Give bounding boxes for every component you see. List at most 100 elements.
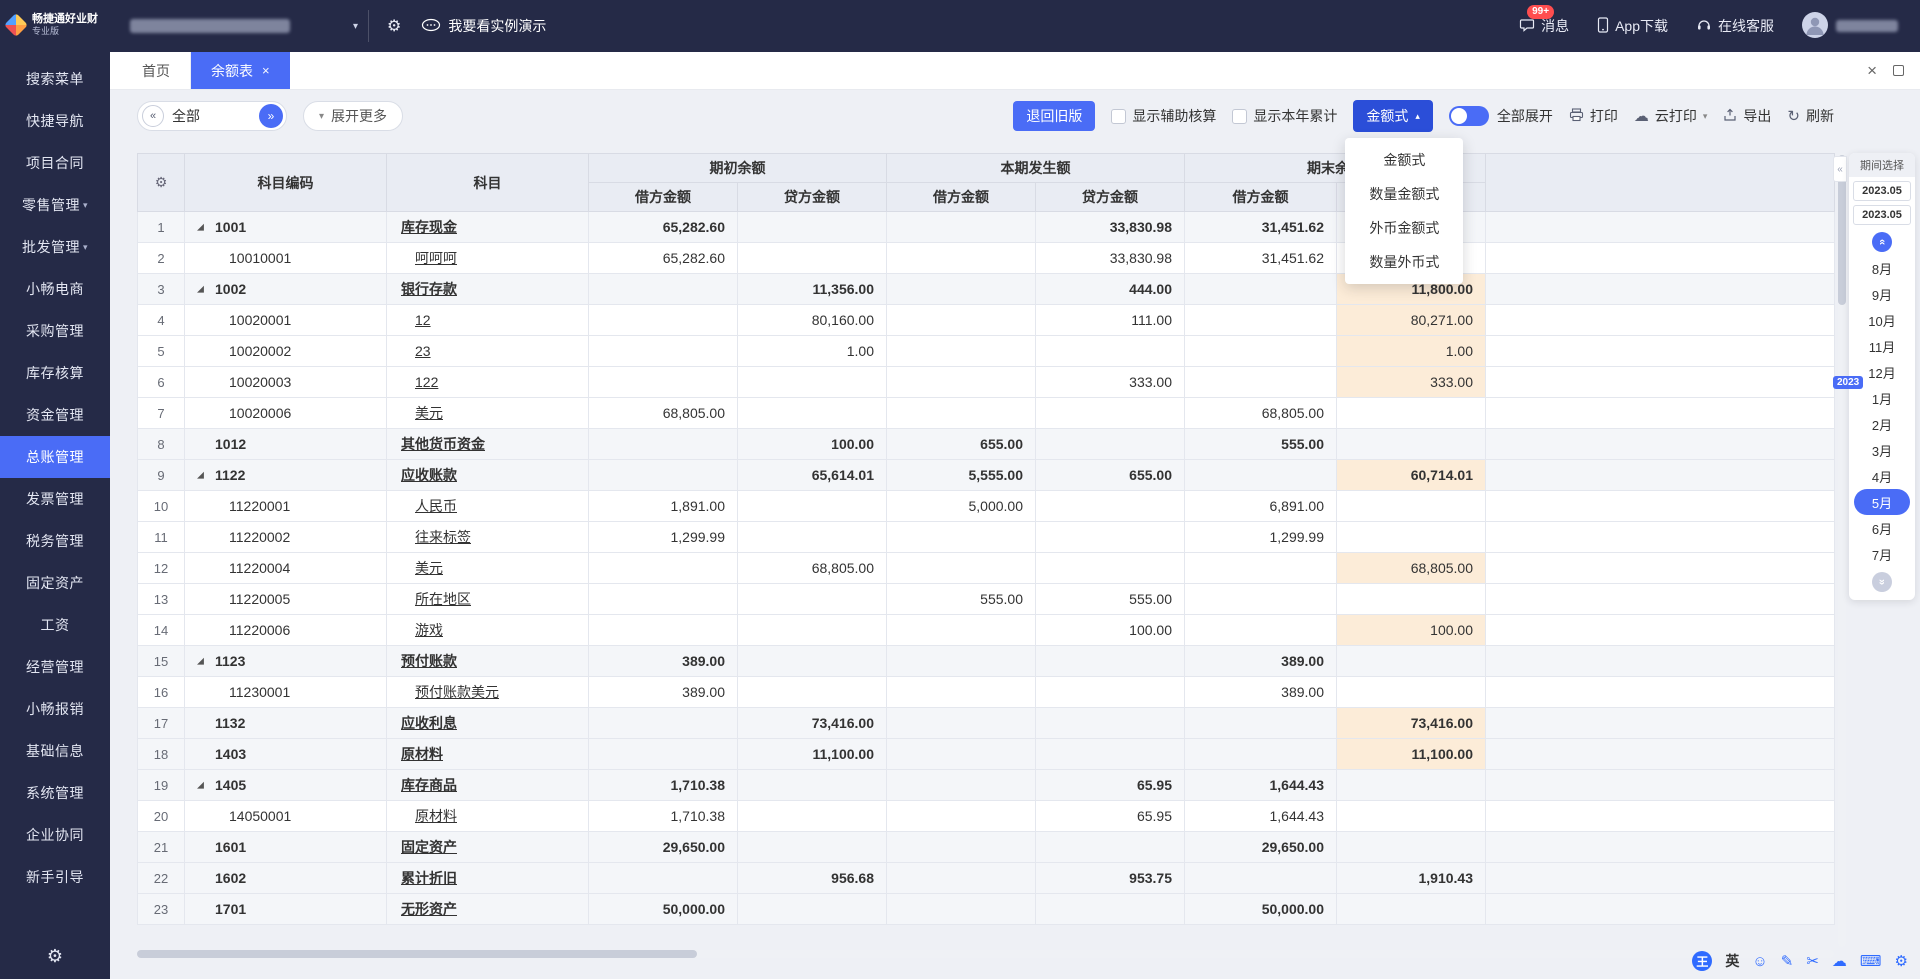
account-name-link[interactable]: 所在地区 [415,591,471,607]
month-item[interactable]: 9月 [1871,287,1893,303]
account-name-link[interactable]: 美元 [415,405,443,421]
expand-triangle-icon[interactable]: ◢ [197,221,204,232]
collapse-period-panel-handle[interactable]: « [1833,156,1847,182]
table-row[interactable]: 23 1701 无形资产 50,000.00 50,000.00 [137,893,1835,925]
table-row[interactable]: 20 14050001 原材料 1,710.38 65.95 1,644.43 [137,800,1835,832]
sidebar-item-17[interactable]: 基础信息 [0,730,110,772]
sidebar-item-7[interactable]: 采购管理 [0,310,110,352]
table-row[interactable]: 11 11220002 往来标签 1,299.99 1,299.99 [137,521,1835,553]
table-row[interactable]: 1 ◢ 1001 库存现金 65,282.60 33,830.98 31,451.62 [137,211,1835,243]
expand-triangle-icon[interactable]: ◢ [197,779,204,790]
table-row[interactable]: 13 11220005 所在地区 555.00 555.00 [137,583,1835,615]
account-name-link[interactable]: 游戏 [415,622,443,638]
sidebar-item-14[interactable]: 工资 [0,604,110,646]
sidebar-item-5[interactable]: 批发管理 ▾ [0,226,110,268]
subject-scope-select[interactable]: « 全部 » [137,101,287,131]
cloud-print-button[interactable]: ☁ 云打印 ▾ [1634,106,1708,126]
account-name-link[interactable]: 原材料 [401,746,443,762]
account-name-link[interactable]: 美元 [415,560,443,576]
account-name-link[interactable]: 呵呵呵 [415,250,457,266]
sidebar-item-1[interactable]: 搜索菜单 [0,58,110,100]
account-name-link[interactable]: 往来标签 [415,529,471,545]
checkbox-icon[interactable] [1232,108,1248,124]
table-row[interactable]: 19 ◢ 1405 库存商品 1,710.38 65.95 1,644.43 [137,769,1835,801]
sidebar-item-9[interactable]: 资金管理 [0,394,110,436]
style-menu-item[interactable]: 外币金额式 [1369,220,1440,236]
table-row[interactable]: 15 ◢ 1123 预付账款 389.00 389.00 [137,645,1835,677]
ime-language-indicator[interactable]: 英 [1725,953,1740,969]
sidebar-item-11[interactable]: 发票管理 [0,478,110,520]
account-name-link[interactable]: 人民币 [415,498,457,514]
toolbox-gear-icon[interactable]: ⚙ [1894,952,1908,970]
sidebar-item-13[interactable]: 固定资产 [0,562,110,604]
expand-more-button[interactable]: ▾ 展开更多 [303,101,404,131]
expand-all-toggle[interactable] [1448,106,1489,126]
export-button[interactable]: 导出 [1723,106,1771,126]
show-ytd-checkbox[interactable]: 显示本年累计 [1232,106,1337,126]
table-row[interactable]: 6 10020003 122 333.00 333.00 [137,366,1835,398]
app-download-button[interactable]: App下载 [1597,16,1668,36]
table-row[interactable]: 5 10020002 23 1.00 1.00 [137,335,1835,367]
sidebar-item-20[interactable]: 新手引导 [0,856,110,898]
column-settings-gear-icon[interactable]: ⚙ [137,153,185,212]
fullscreen-icon[interactable] [1893,65,1904,76]
close-all-tabs-icon[interactable]: × [1867,60,1877,80]
sidebar-item-6[interactable]: 小畅电商 [0,268,110,310]
user-profile[interactable] [1802,11,1898,41]
sidebar-item-3[interactable]: 项目合同 [0,142,110,184]
online-service-button[interactable]: 在线客服 [1696,16,1774,36]
table-row[interactable]: 3 ◢ 1002 银行存款 11,356.00 444.00 11,800.00 [137,273,1835,305]
sidebar-item-10[interactable]: 总账管理 [0,436,110,478]
table-row[interactable]: 4 10020001 12 80,160.00 111.00 80,271.00 [137,304,1835,336]
sidebar-item-16[interactable]: 小畅报销 [0,688,110,730]
account-name-link[interactable]: 预付账款 [401,653,457,669]
topbar-settings-gear-icon[interactable]: ⚙ [387,18,402,35]
table-row[interactable]: 8 1012 其他货币资金 100.00 655.00 555.00 [137,428,1835,460]
table-row[interactable]: 14 11220006 游戏 100.00 100.00 [137,614,1835,646]
scroll-months-up-button[interactable]: « [1872,232,1892,252]
sidebar-item-15[interactable]: 经营管理 [0,646,110,688]
sidebar-item-4[interactable]: 零售管理 ▾ [0,184,110,226]
account-name-link[interactable]: 应收利息 [401,715,457,731]
horizontal-scrollbar[interactable] [137,950,1834,958]
table-row[interactable]: 12 11220004 美元 68,805.00 68,805.00 [137,552,1835,584]
period-date-to[interactable]: 2023.05 [1853,205,1911,225]
table-row[interactable]: 10 11220001 人民币 1,891.00 5,000.00 6,891.00 [137,490,1835,522]
style-menu-item[interactable]: 数量外币式 [1369,254,1440,270]
sidebar-item-2[interactable]: 快捷导航 [0,100,110,142]
show-aux-checkbox[interactable]: 显示辅助核算 [1111,106,1216,126]
account-name-link[interactable]: 银行存款 [401,281,457,297]
expand-triangle-icon[interactable]: ◢ [197,655,204,666]
sidebar-item-8[interactable]: 库存核算 [0,352,110,394]
account-name-link[interactable]: 原材料 [415,808,457,824]
account-name-link[interactable]: 23 [415,343,431,359]
demo-link[interactable]: 我要看实例演示 [421,16,546,36]
month-item[interactable]: 8月 [1871,261,1893,277]
account-name-link[interactable]: 库存现金 [401,219,457,235]
account-name-link[interactable]: 12 [415,312,431,328]
month-item[interactable]: 7月 [1871,547,1893,563]
emoji-icon[interactable]: ☺ [1752,952,1768,970]
month-item[interactable]: 4月 [1871,469,1893,485]
month-item[interactable]: 12月 [1868,365,1896,381]
table-row[interactable]: 9 ◢ 1122 应收账款 65,614.01 5,555.00 655.00 60,714.… [137,459,1835,491]
keyboard-icon[interactable]: ⌨ [1859,952,1882,970]
go-right-icon[interactable]: » [259,104,283,128]
month-item[interactable]: 1月 [1871,391,1893,407]
sidebar-item-12[interactable]: 税务管理 [0,520,110,562]
account-name-link[interactable]: 预付账款美元 [415,684,499,700]
table-row[interactable]: 18 1403 原材料 11,100.00 11,100.00 [137,738,1835,770]
horizontal-scrollbar-thumb[interactable] [137,950,697,958]
tab-home[interactable]: 首页 [122,52,191,89]
period-date-from[interactable]: 2023.05 [1853,181,1911,201]
cloud-icon[interactable]: ☁ [1831,952,1847,970]
style-menu-item[interactable]: 数量金额式 [1369,186,1440,202]
account-name-link[interactable]: 库存商品 [401,777,457,793]
amount-style-button[interactable]: 金额式 ▴ [1353,100,1433,132]
scissors-icon[interactable]: ✂ [1806,952,1819,970]
month-item[interactable]: 10月 [1868,313,1896,329]
scroll-months-down-button[interactable]: « [1872,572,1892,592]
style-menu-item[interactable]: 金额式 [1383,152,1426,168]
pencil-icon[interactable]: ✎ [1780,952,1794,970]
table-row[interactable]: 17 1132 应收利息 73,416.00 73,416.00 [137,707,1835,739]
